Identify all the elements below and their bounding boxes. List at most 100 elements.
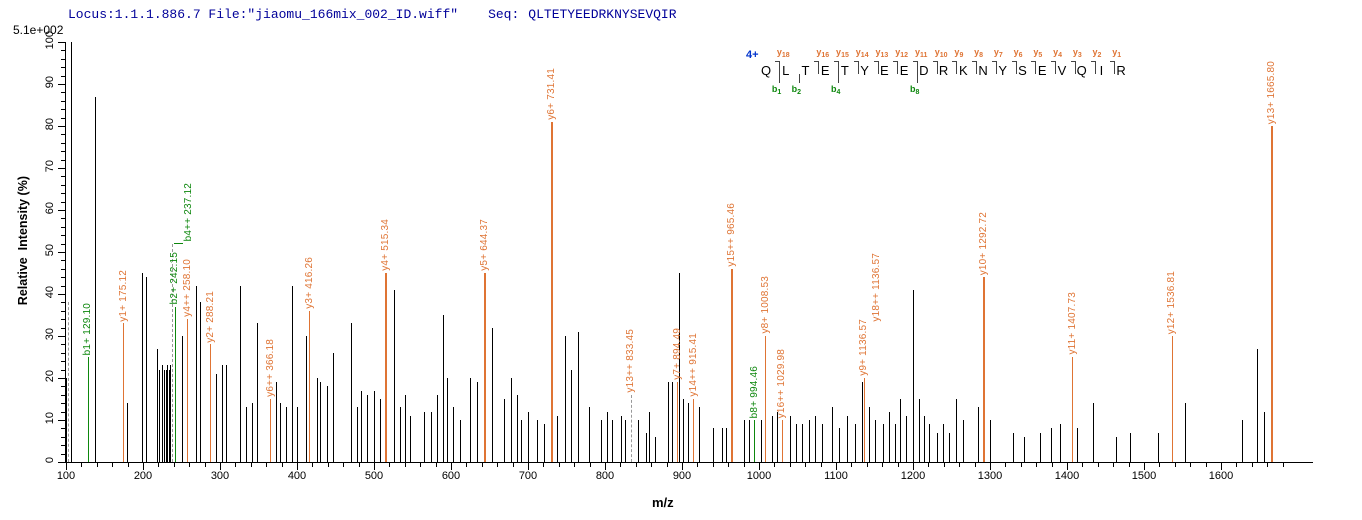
peak: [239, 285, 241, 462]
peptide-residue: Q: [1076, 63, 1087, 78]
y-axis-tick: [58, 294, 66, 295]
y-ion-mark: y8: [974, 47, 984, 59]
peak: [127, 403, 129, 462]
peptide-residue: Y: [998, 63, 1008, 78]
fragment-peak-line: [309, 310, 311, 462]
y-axis-tick: [61, 134, 66, 136]
x-axis-minor-tick: [343, 462, 345, 467]
peak: [164, 369, 166, 462]
y-axis-tick: [61, 403, 66, 405]
peptide-residue: I: [1099, 63, 1104, 78]
x-axis-minor-tick: [420, 462, 422, 467]
peak: [459, 420, 461, 462]
x-axis-tick: [297, 462, 298, 470]
peak: [929, 424, 931, 462]
x-axis-minor-tick: [358, 462, 360, 467]
dashed-marker: [67, 302, 69, 462]
y-axis-tick: [58, 210, 66, 211]
peak: [246, 407, 248, 462]
peak: [679, 273, 681, 462]
b2-b4-label-connector: [174, 242, 184, 244]
peak: [668, 382, 670, 462]
peak: [905, 415, 907, 462]
x-axis-minor-tick: [250, 462, 252, 467]
header-line: Locus:1.1.1.886.7 File:"jiaomu_166mix_00…: [68, 7, 677, 22]
x-axis-minor-tick: [635, 462, 637, 467]
fragment-cut-mark: [1035, 61, 1037, 74]
peak: [1039, 432, 1041, 462]
y-axis-tick: [61, 445, 66, 447]
x-axis-tick-label: 1000: [746, 470, 772, 482]
peak: [399, 407, 401, 462]
peak: [269, 403, 271, 462]
y-axis-tick: [61, 58, 66, 60]
peak: [1263, 411, 1265, 462]
y-ion-mark: y3: [1072, 47, 1082, 59]
peptide-residue: E: [899, 63, 909, 78]
y-axis-tick: [61, 394, 66, 396]
y-ion-mark: y12: [895, 47, 909, 59]
peak: [1130, 432, 1132, 462]
x-axis-minor-tick: [497, 462, 499, 467]
y-ion-mark: y1: [1112, 47, 1122, 59]
fragment-cut-mark-top: [1110, 61, 1115, 62]
peak: [955, 399, 957, 462]
x-axis-minor-tick: [543, 462, 545, 467]
peptide-residue: D: [919, 63, 929, 78]
x-axis-minor-tick: [697, 462, 699, 467]
fragment-peak-line: [174, 306, 176, 462]
peak: [221, 365, 223, 462]
peptide-residue: T: [840, 63, 849, 78]
x-axis-tick-label: 900: [672, 470, 692, 482]
peak: [571, 369, 573, 462]
x-axis-tick: [913, 462, 914, 470]
peptide-residue: L: [782, 63, 790, 78]
b-cut-mark: [798, 74, 800, 83]
x-axis-tick-label: 200: [133, 470, 153, 482]
peak: [320, 382, 322, 462]
fragment-cut-mark: [1015, 61, 1017, 74]
peak: [146, 277, 148, 462]
fragment-peak-line: [187, 319, 189, 462]
x-axis-minor-tick: [173, 462, 175, 467]
y-axis-tick: [61, 268, 66, 270]
peak: [654, 436, 656, 462]
peak: [442, 315, 444, 462]
b-ion-mark: b2: [791, 84, 801, 96]
peak: [776, 411, 778, 462]
x-axis-tick: [220, 462, 221, 470]
x-axis-tick: [451, 462, 452, 470]
fragment-peak-line: [1270, 126, 1273, 462]
peak: [726, 428, 728, 462]
y-ion-mark: y13: [875, 47, 889, 59]
y-axis-tick: [58, 126, 66, 127]
seq-label: Seq:: [488, 7, 520, 22]
y-axis-tick: [58, 84, 66, 85]
y-axis-tick: [61, 100, 66, 102]
fragment-cut-mark-top: [893, 61, 898, 62]
peak: [216, 373, 218, 462]
x-axis-minor-tick: [789, 462, 791, 467]
x-axis-minor-tick: [774, 462, 776, 467]
peak: [181, 336, 183, 462]
b-ion-mark: b8: [909, 84, 920, 96]
y-axis-tick: [61, 277, 66, 279]
peak: [577, 331, 579, 462]
peak: [161, 365, 163, 462]
x-axis-tick-label: 1400: [1054, 470, 1080, 482]
peak: [621, 415, 623, 462]
x-axis-tick: [1221, 462, 1222, 470]
peak: [168, 369, 170, 462]
fragment-cut-mark: [995, 61, 997, 74]
x-axis-tick-label: 1100: [824, 470, 848, 482]
peak: [912, 289, 914, 462]
y-axis-tick: [61, 109, 66, 111]
x-axis-minor-tick: [481, 462, 483, 467]
x-axis-minor-tick: [327, 462, 329, 467]
peak: [528, 411, 530, 462]
x-axis-tick: [1144, 462, 1145, 470]
fragment-peak-line: [123, 323, 125, 462]
x-axis-minor-tick: [743, 462, 745, 467]
x-axis-minor-tick: [928, 462, 930, 467]
x-axis-minor-tick: [651, 462, 653, 467]
